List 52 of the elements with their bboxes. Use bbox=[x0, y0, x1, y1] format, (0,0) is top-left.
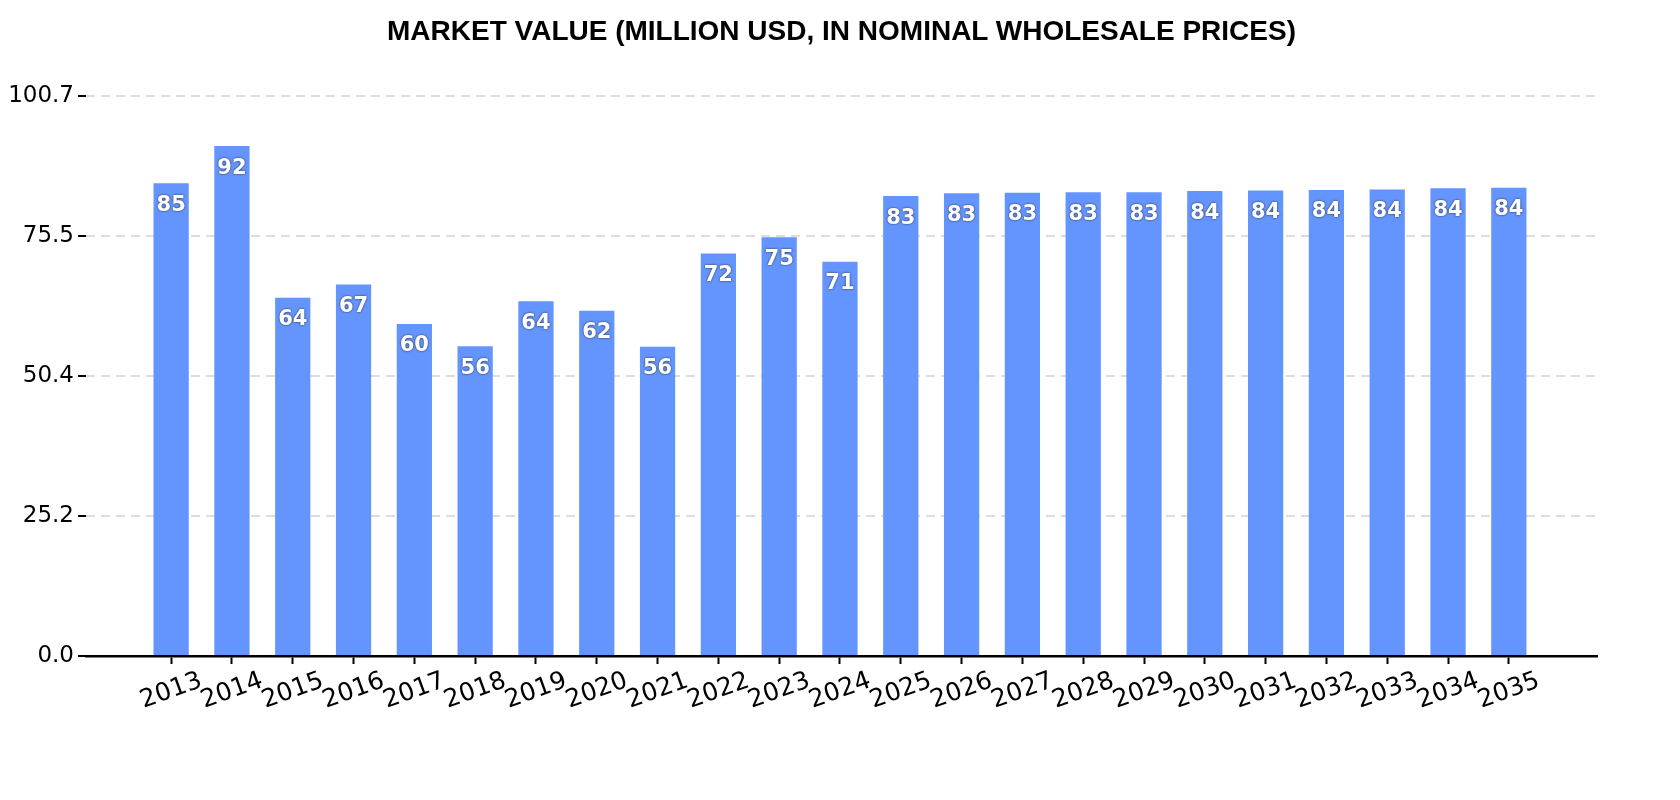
data-label: 83 bbox=[1068, 200, 1098, 225]
data-label: 92 bbox=[217, 154, 247, 179]
data-label: 83 bbox=[946, 201, 977, 226]
data-label: 84 bbox=[1494, 196, 1524, 221]
data-label: 71 bbox=[825, 270, 855, 295]
bar bbox=[1308, 189, 1345, 655]
data-label: 83 bbox=[1129, 200, 1159, 225]
data-label: 56 bbox=[460, 354, 490, 379]
y-tick-label: 100.7 bbox=[8, 80, 74, 107]
data-label: 56 bbox=[642, 355, 673, 380]
data-label: 84 bbox=[1190, 199, 1220, 224]
bar bbox=[943, 193, 980, 655]
bar bbox=[1004, 192, 1041, 655]
data-label: 83 bbox=[1007, 201, 1038, 226]
bar bbox=[1126, 192, 1162, 655]
data-label: 67 bbox=[338, 292, 369, 317]
bar bbox=[153, 183, 189, 655]
bar bbox=[214, 146, 250, 655]
bar bbox=[1369, 189, 1405, 655]
data-label: 83 bbox=[886, 204, 916, 229]
y-tick-label: 75.5 bbox=[22, 221, 74, 248]
bar bbox=[1430, 188, 1466, 655]
bar bbox=[518, 301, 554, 655]
bar bbox=[396, 324, 432, 655]
data-label: 84 bbox=[1372, 197, 1402, 222]
bar bbox=[822, 261, 858, 655]
data-label: 84 bbox=[1311, 198, 1342, 223]
data-label: 64 bbox=[278, 306, 308, 331]
bar bbox=[700, 253, 736, 655]
bar bbox=[275, 297, 311, 655]
y-tick-label: 0.0 bbox=[37, 640, 74, 667]
data-label: 62 bbox=[582, 319, 612, 344]
y-tick-label: 25.2 bbox=[22, 500, 74, 527]
data-label: 85 bbox=[156, 191, 186, 216]
y-tick-label: 50.4 bbox=[22, 360, 74, 387]
bar bbox=[457, 346, 493, 655]
data-label: 72 bbox=[703, 261, 733, 286]
data-label: 84 bbox=[1251, 198, 1281, 223]
bar bbox=[1187, 191, 1223, 655]
bar bbox=[335, 284, 372, 655]
bar bbox=[1491, 187, 1527, 655]
data-label: 75 bbox=[764, 245, 794, 270]
bar bbox=[761, 237, 797, 655]
chart-title: MARKET VALUE (MILLION USD, IN NOMINAL WHOLESALE PRICES) bbox=[387, 14, 1296, 46]
bar bbox=[639, 346, 676, 655]
bar bbox=[1065, 192, 1101, 655]
data-label: 60 bbox=[399, 332, 429, 357]
data-label: 64 bbox=[521, 309, 551, 334]
bar bbox=[579, 310, 615, 655]
bar bbox=[1247, 190, 1284, 655]
data-label: 84 bbox=[1433, 196, 1463, 221]
bar bbox=[883, 196, 919, 655]
